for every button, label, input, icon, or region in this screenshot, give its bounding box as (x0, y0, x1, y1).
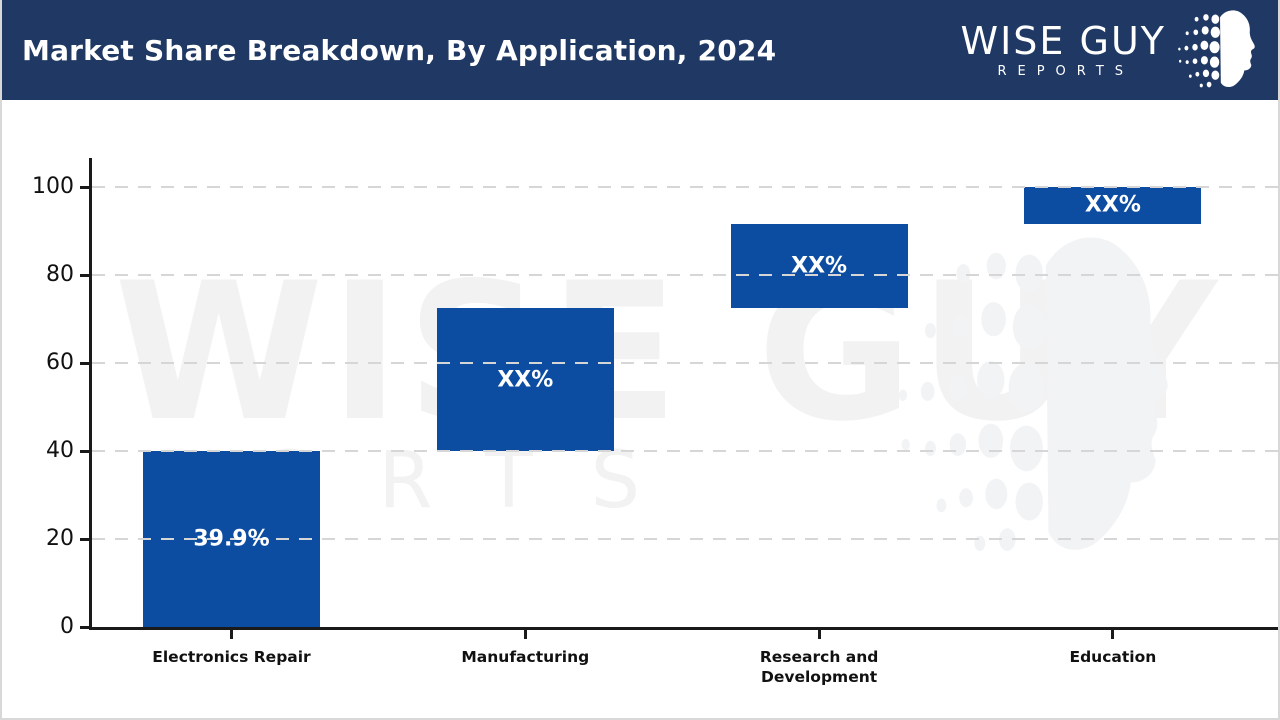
x-tick (1111, 630, 1115, 639)
y-tick-label-20: 20 (46, 526, 74, 551)
bar-value-label: XX% (1084, 192, 1141, 218)
gridline-20 (92, 538, 1278, 540)
wise-guy-logo: WISE GUY REPORTS (961, 8, 1256, 92)
y-tick-60 (80, 362, 89, 365)
y-tick-label-40: 40 (46, 438, 74, 463)
x-category-label: Research and Development (759, 648, 879, 687)
x-category-label: Manufacturing (461, 648, 590, 666)
bar-value-label: XX% (791, 253, 848, 279)
x-tick (523, 630, 527, 639)
logo-line1: WISE GUY (960, 19, 1166, 63)
gridline-40 (92, 450, 1278, 452)
y-tick-label-0: 0 (60, 614, 74, 639)
logo-line2: REPORTS (997, 64, 1135, 79)
x-category-label: Education (1069, 648, 1157, 666)
chart-title: Market Share Breakdown, By Application, … (22, 33, 777, 67)
logo-wordmark: WISE GUY REPORTS (961, 22, 1166, 78)
y-tick-label-60: 60 (46, 350, 74, 375)
y-tick-100 (80, 186, 89, 189)
bar-value-label: 39.9% (193, 526, 270, 552)
x-tick (230, 630, 233, 639)
y-tick-label-100: 100 (32, 174, 74, 199)
y-axis-line (89, 158, 92, 630)
y-tick-40 (80, 450, 89, 453)
y-tick-label-80: 80 (46, 262, 74, 287)
x-tick (817, 630, 821, 639)
gridline-80 (92, 274, 1278, 276)
y-tick-0 (80, 626, 89, 629)
watermark-face-icon (898, 237, 1168, 551)
logo-face-icon (1178, 10, 1255, 88)
bar-value-label: XX% (497, 367, 554, 393)
bar-segment (436, 308, 614, 452)
gridline-60 (92, 362, 1278, 364)
gridline-100 (92, 186, 1278, 188)
bar-segment (730, 223, 908, 309)
x-category-label: Electronics Repair (152, 648, 311, 666)
x-axis-line (89, 627, 1278, 630)
y-tick-20 (80, 538, 89, 541)
chart-area: WISE GUY PORTS 39.9% XX% XX% XX% 0 20 40 60 80 1… (2, 100, 1278, 718)
bar-segment (1024, 187, 1202, 224)
y-tick-80 (80, 274, 89, 277)
header: Market Share Breakdown, By Application, … (2, 0, 1278, 100)
